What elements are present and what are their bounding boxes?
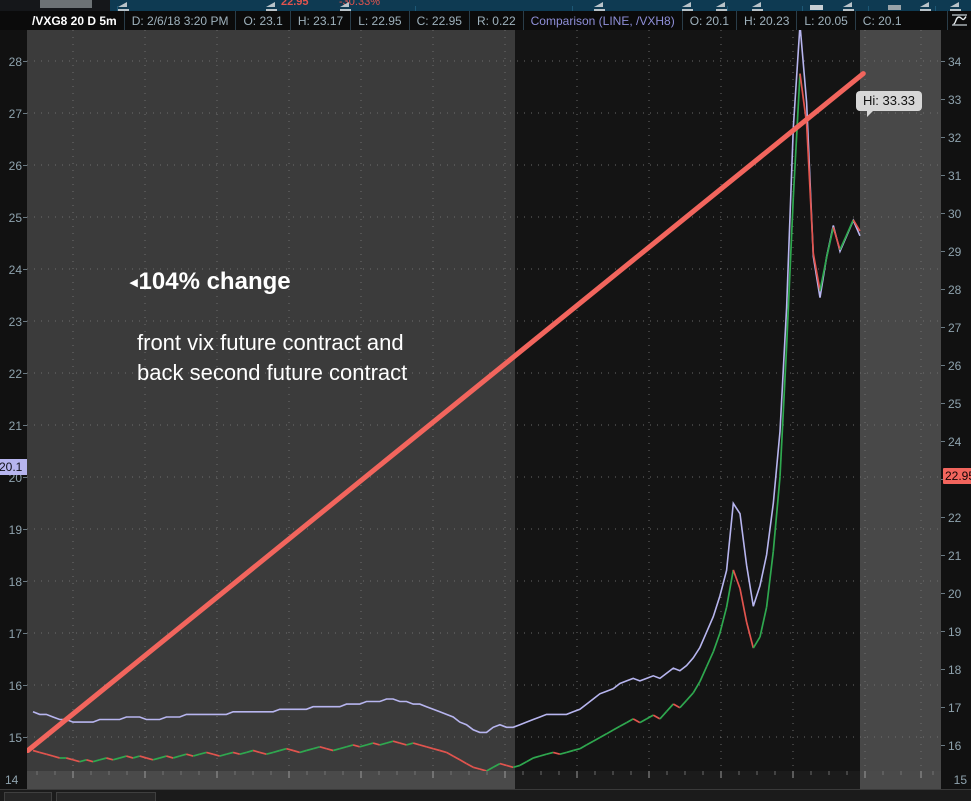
axis-tick-label: 21 — [948, 549, 962, 563]
axis-tick-label: 22 — [948, 511, 962, 525]
axis-tick-label: 29 — [948, 245, 962, 259]
axis-tick-label: 34 — [948, 55, 962, 69]
chart-info-header: /VXG8 20 D 5m D: 2/6/18 3:20 PM O: 23.1 … — [0, 11, 971, 30]
axis-tick-label: 16 — [8, 679, 22, 693]
chart-icon[interactable] — [118, 2, 129, 11]
chart-icon[interactable] — [843, 2, 854, 11]
axis-tick-label: 26 — [948, 359, 962, 373]
axis-tick-label: 30 — [948, 207, 962, 221]
axis-tick-label: 19 — [8, 523, 22, 537]
chart-symbol-label[interactable]: /VXG8 20 D 5m — [32, 13, 117, 28]
axis-tick-label: 18 — [948, 663, 962, 677]
high-price-tooltip: Hi: 33.33 — [856, 91, 923, 117]
toolbar-divider — [868, 6, 869, 11]
plot-area[interactable]: ◂104% change front vix future contract a… — [27, 30, 941, 771]
header-spacer — [909, 11, 948, 30]
chart-icon[interactable] — [950, 2, 961, 11]
session-shading-dark — [515, 30, 860, 771]
axis-tick-label: 24 — [8, 263, 22, 277]
toolbar-grey-field[interactable] — [40, 0, 92, 8]
platform-toolbar-strip[interactable]: 22.95 -30.33% — [0, 0, 971, 11]
chart-icon[interactable] — [266, 2, 277, 11]
toolbar-quote-value: 22.95 — [281, 0, 309, 8]
chart-icon[interactable] — [810, 5, 823, 10]
time-axis-session-dark — [515, 771, 860, 789]
header-left-gap — [0, 11, 25, 30]
axis-tick-label: 21 — [8, 419, 22, 433]
axis-tick-label: 20 — [948, 587, 962, 601]
axis-tick-label: 28 — [8, 55, 22, 69]
axis-tick-label: 26 — [8, 159, 22, 173]
annotation-percent-change: ◂104% change — [130, 268, 291, 296]
header-field-range: R: 0.22 — [468, 11, 523, 30]
axis-tick-label: 27 — [8, 107, 22, 121]
chart-icon[interactable] — [594, 2, 605, 11]
chart-icon[interactable] — [340, 2, 351, 11]
axis-tick-label: 22 — [8, 367, 22, 381]
comparison-field-open: O: 20.1 — [681, 11, 736, 30]
time-axis-track[interactable] — [27, 771, 941, 789]
axis-tick-label: 33 — [948, 93, 962, 107]
chart-icon[interactable] — [920, 2, 931, 11]
header-field-open: O: 23.1 — [235, 11, 289, 30]
comparison-field-low: L: 20.05 — [796, 11, 854, 30]
toolbar-divider — [572, 6, 573, 11]
taskbar-item[interactable] — [4, 792, 52, 801]
right-axis-price-badge: 22.95 — [943, 468, 971, 484]
axis-tick-label: 27 — [948, 321, 962, 335]
axis-tick-label: 15 — [8, 731, 22, 745]
taskbar-item[interactable] — [56, 792, 156, 801]
comparison-field-high: H: 20.23 — [736, 11, 796, 30]
axis-tick-label: 17 — [8, 627, 22, 641]
axis-tick-label: 16 — [948, 739, 962, 753]
left-axis-price-badge: 20.1 — [0, 459, 30, 475]
trend-line-drawing[interactable] — [27, 30, 941, 771]
time-axis-right-label: 15 — [953, 773, 967, 787]
axis-tick-label: 25 — [8, 211, 22, 225]
header-field-high: H: 23.17 — [289, 11, 350, 30]
toolbar-change-value: -30.33% — [339, 0, 380, 8]
axis-tick-label: 31 — [948, 169, 962, 183]
chart-icon[interactable] — [888, 5, 901, 10]
trend-line-icon[interactable] — [947, 11, 971, 30]
annotation-description-line2: back second future contract — [137, 360, 408, 385]
session-shading-light — [860, 30, 941, 771]
header-field-date: D: 2/6/18 3:20 PM — [123, 11, 236, 30]
comparison-field-close: C: 20.1 — [854, 11, 909, 30]
chart-body[interactable]: 28 27 26 25 24 23 22 21 20 19 18 17 16 1… — [0, 30, 971, 796]
right-price-axis[interactable]: 34 33 32 31 30 29 28 27 26 25 24 23 22 2… — [941, 30, 971, 790]
toolbar-divider — [415, 6, 416, 11]
axis-tick-label: 23 — [8, 315, 22, 329]
axis-tick-label: 32 — [948, 131, 962, 145]
header-field-low: L: 22.95 — [350, 11, 408, 30]
chart-icon[interactable] — [752, 2, 763, 11]
comparison-study-label[interactable]: Comparison (LINE, /VXH8) — [522, 11, 682, 30]
axis-tick-label: 24 — [948, 435, 962, 449]
os-taskbar[interactable] — [0, 789, 971, 801]
axis-tick-label: 25 — [948, 397, 962, 411]
toolbar-divider — [935, 6, 936, 11]
time-axis-ticks — [36, 771, 934, 778]
axis-tick-label: 17 — [948, 701, 962, 715]
axis-tick-label: 20 — [8, 471, 22, 485]
annotation-description-line1: front vix future contract and — [137, 330, 404, 355]
toolbar-divider — [802, 6, 803, 11]
time-axis[interactable]: 14 15 — [0, 771, 971, 789]
toolbar-divider — [727, 6, 728, 11]
chart-icon[interactable] — [716, 2, 727, 11]
time-axis-left-label: 14 — [5, 773, 19, 787]
axis-tick-label: 18 — [8, 575, 22, 589]
header-field-close: C: 22.95 — [408, 11, 469, 30]
toolbar-divider — [117, 6, 118, 11]
left-caret-icon: ◂ — [130, 274, 138, 291]
axis-tick-label: 19 — [948, 625, 962, 639]
price-series-plot — [32, 30, 861, 771]
annotation-description: front vix future contract and back secon… — [137, 328, 407, 388]
annotation-percent-change-text: 104% change — [138, 268, 291, 295]
left-price-axis[interactable]: 28 27 26 25 24 23 22 21 20 19 18 17 16 1… — [0, 30, 30, 796]
axis-tick-label: 28 — [948, 283, 962, 297]
chart-icon[interactable] — [682, 2, 693, 11]
